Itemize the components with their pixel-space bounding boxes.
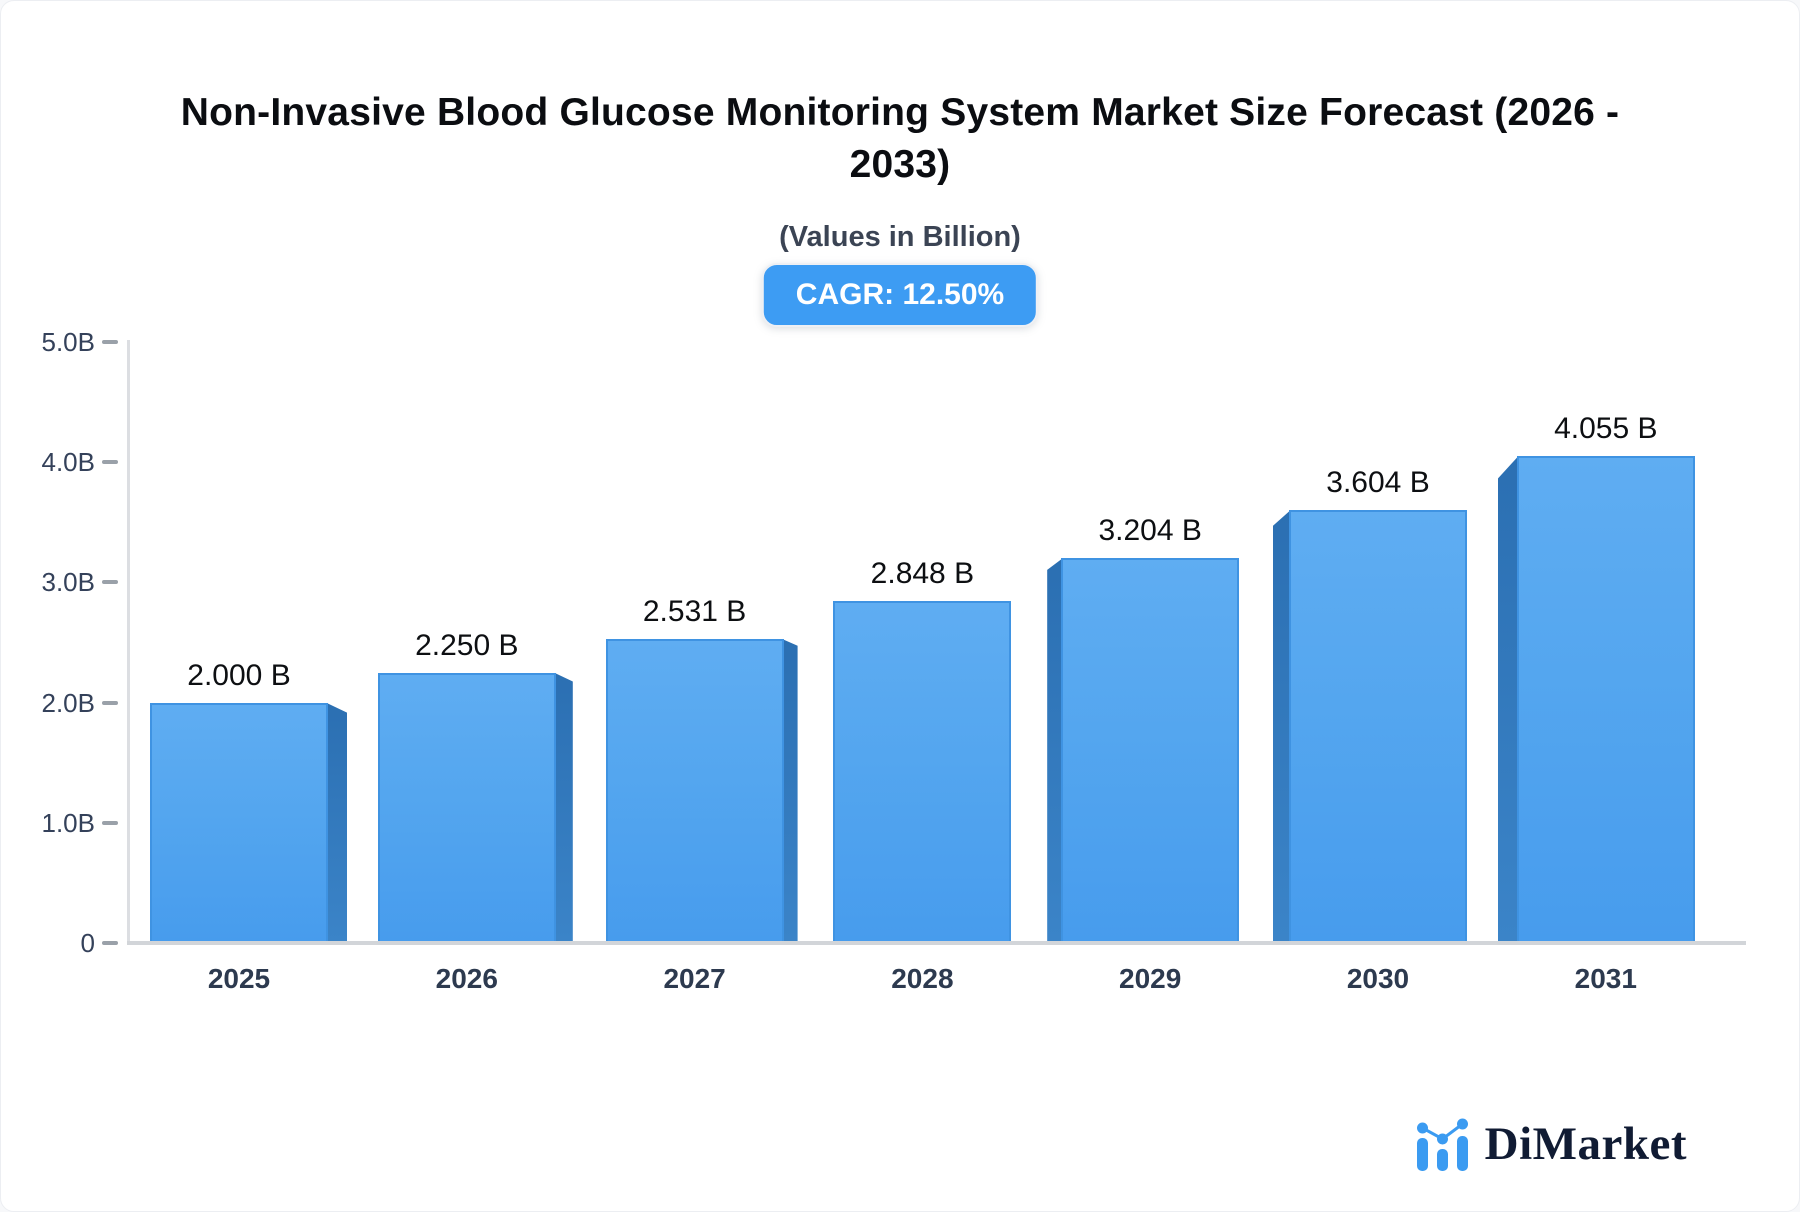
bar-side-2031 [1497, 455, 1519, 942]
y-tick [102, 941, 118, 945]
y-tick-label-3.0B: 3.0B [41, 567, 96, 598]
y-tick [102, 460, 118, 465]
x-axis-line [127, 941, 1746, 945]
cagr-badge: CAGR: 12.50% [761, 263, 1039, 327]
bar-value-label-2028: 2.848 B [870, 556, 975, 590]
bar-2028 [833, 600, 1012, 943]
chart-subtitle: (Values in Billion) [779, 221, 1021, 253]
bar-side-2025 [326, 702, 347, 942]
y-tick-label-5.0B: 5.0B [41, 327, 96, 357]
chart-title-line1: Non-Invasive Blood Glucose Monitoring Sy… [180, 91, 1620, 134]
x-tick-label-2030: 2030 [1346, 963, 1410, 994]
bar-side-2027 [781, 638, 798, 942]
bar-side-2029 [1047, 557, 1064, 942]
bar-2029 [1061, 557, 1240, 943]
bar-value-label-2025: 2.000 B [187, 658, 291, 692]
x-tick-label-2027: 2027 [663, 963, 726, 994]
y-tick-label-2.0B: 2.0B [41, 687, 96, 718]
y-axis-line [127, 340, 130, 945]
y-tick-label-1.0B: 1.0B [41, 807, 96, 838]
bar-side-2030 [1273, 509, 1291, 942]
y-tick [102, 340, 118, 344]
bar-2026 [377, 672, 556, 943]
x-tick-label-2025: 2025 [207, 963, 271, 994]
dimarket-logo: DiMarket [1415, 1115, 1687, 1173]
chart-title: Non-Invasive Blood Glucose Monitoring Sy… [1, 87, 1799, 191]
bar-line-chart-icon [1416, 1118, 1468, 1171]
y-tick-label-0: 0 [80, 928, 95, 958]
x-tick-label-2028: 2028 [891, 963, 954, 994]
bar-value-label-2031: 4.055 B [1554, 411, 1658, 445]
x-tick-label-2026: 2026 [435, 963, 498, 994]
y-tick [102, 580, 118, 585]
y-tick-label-4.0B: 4.0B [41, 447, 96, 478]
bar-2031 [1516, 455, 1695, 943]
bar-value-label-2026: 2.250 B [415, 628, 519, 662]
bar-value-label-2027: 2.531 B [642, 594, 747, 628]
bar-2030 [1289, 509, 1467, 943]
bar-2027 [605, 638, 784, 943]
dimarket-logo-text: DiMarket [1484, 1118, 1687, 1170]
bar-side-2026 [553, 672, 573, 942]
x-tick-label-2029: 2029 [1119, 963, 1182, 994]
bar-value-label-2029: 3.204 B [1098, 513, 1202, 547]
chart-title-line2: 2033) [849, 143, 951, 186]
bar-value-label-2030: 3.604 B [1326, 465, 1430, 499]
y-tick [102, 820, 118, 825]
bar-2025 [150, 702, 328, 943]
y-tick [102, 700, 118, 705]
x-tick-label-2031: 2031 [1574, 963, 1637, 994]
